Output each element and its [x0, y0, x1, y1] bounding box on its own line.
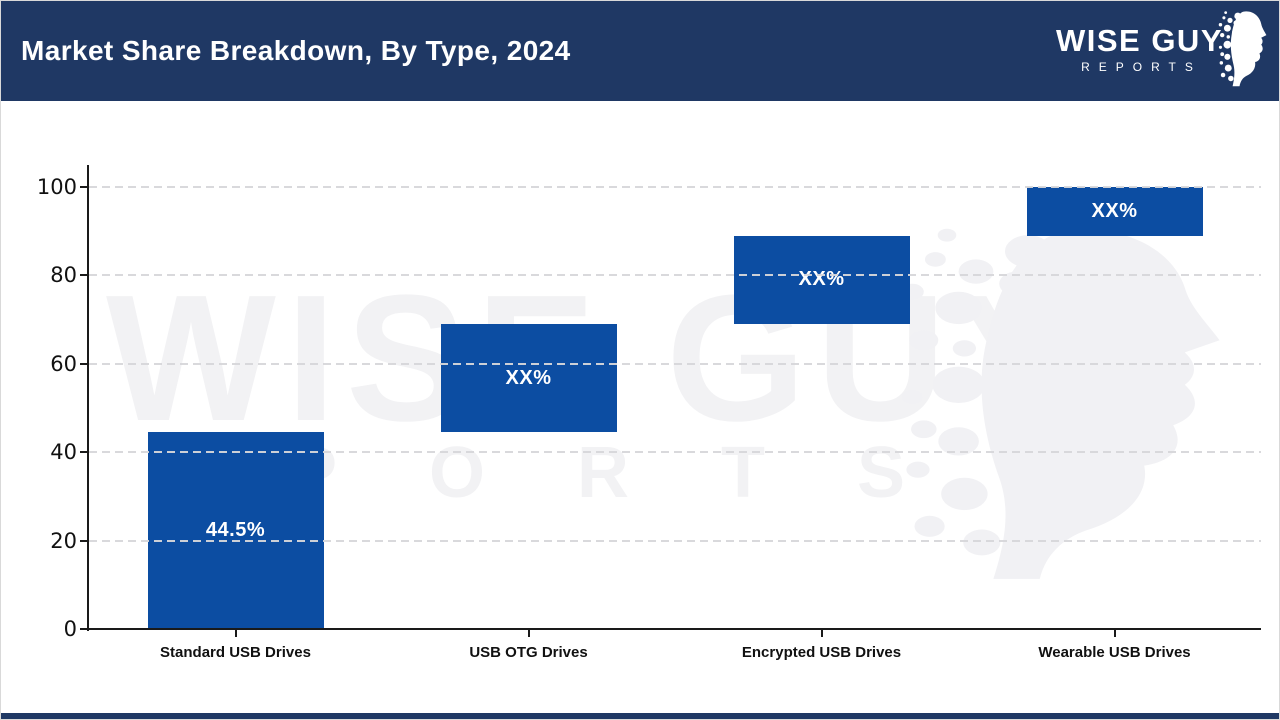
y-axis-line [87, 164, 89, 631]
bar-value-label: XX% [1091, 199, 1138, 222]
ytick-label-80: 80 [50, 263, 77, 288]
watermark-text-secondary: PORTS [289, 433, 998, 513]
header-bar: Market Share Breakdown, By Type, 2024 WI… [1, 1, 1279, 101]
x-axis-line [87, 628, 1261, 630]
gridline-60 [89, 362, 1261, 365]
gridline-40 [89, 451, 1261, 454]
bar-value-label: XX% [505, 366, 552, 389]
ytick-mark-80 [80, 274, 87, 277]
ytick-mark-100 [80, 186, 87, 188]
gridline-100 [89, 186, 1261, 188]
xtick-mark-3 [1113, 630, 1116, 637]
footer-bar [1, 713, 1279, 719]
bar-value-label: XX% [798, 268, 845, 291]
gridline-20 [89, 539, 1261, 542]
ytick-label-20: 20 [50, 528, 77, 553]
ytick-mark-20 [80, 539, 87, 542]
bar-usb-otg-drives: XX% [440, 324, 617, 433]
gridline-80 [89, 274, 1261, 277]
bar-encrypted-usb-drives: XX% [733, 235, 910, 324]
category-label-encrypted-usb-drives: Encrypted USB Drives [741, 644, 902, 661]
category-label-usb-otg-drives: USB OTG Drives [469, 644, 588, 661]
xtick-mark-1 [527, 630, 530, 637]
ytick-label-0: 0 [63, 617, 77, 641]
wiseguy-logo: WISE GUY REPORTS [1056, 9, 1269, 89]
xtick-mark-0 [234, 630, 237, 637]
ytick-mark-0 [80, 628, 87, 630]
logo-sub-text: REPORTS [1081, 60, 1202, 75]
bar-value-label: 44.5% [205, 519, 266, 542]
bar-standard-usb-drives: 44.5% [147, 432, 324, 629]
ytick-label-100: 100 [36, 175, 77, 199]
chart-title: Market Share Breakdown, By Type, 2024 [21, 35, 571, 66]
category-label-wearable-usb-drives: Wearable USB Drives [1038, 644, 1191, 661]
xtick-mark-2 [820, 630, 823, 637]
bar-wearable-usb-drives: XX% [1026, 187, 1203, 236]
ytick-mark-40 [80, 451, 87, 454]
logo-name-text: WISE GUY [1055, 22, 1223, 58]
ytick-label-40: 40 [50, 440, 77, 465]
category-label-standard-usb-drives: Standard USB Drives [160, 644, 311, 661]
ytick-label-60: 60 [50, 351, 77, 376]
wiseguy-head-logo-icon [1217, 9, 1269, 89]
ytick-mark-60 [80, 362, 87, 365]
wiseguy-logo-text: WISE GUY REPORTS [1055, 22, 1223, 75]
